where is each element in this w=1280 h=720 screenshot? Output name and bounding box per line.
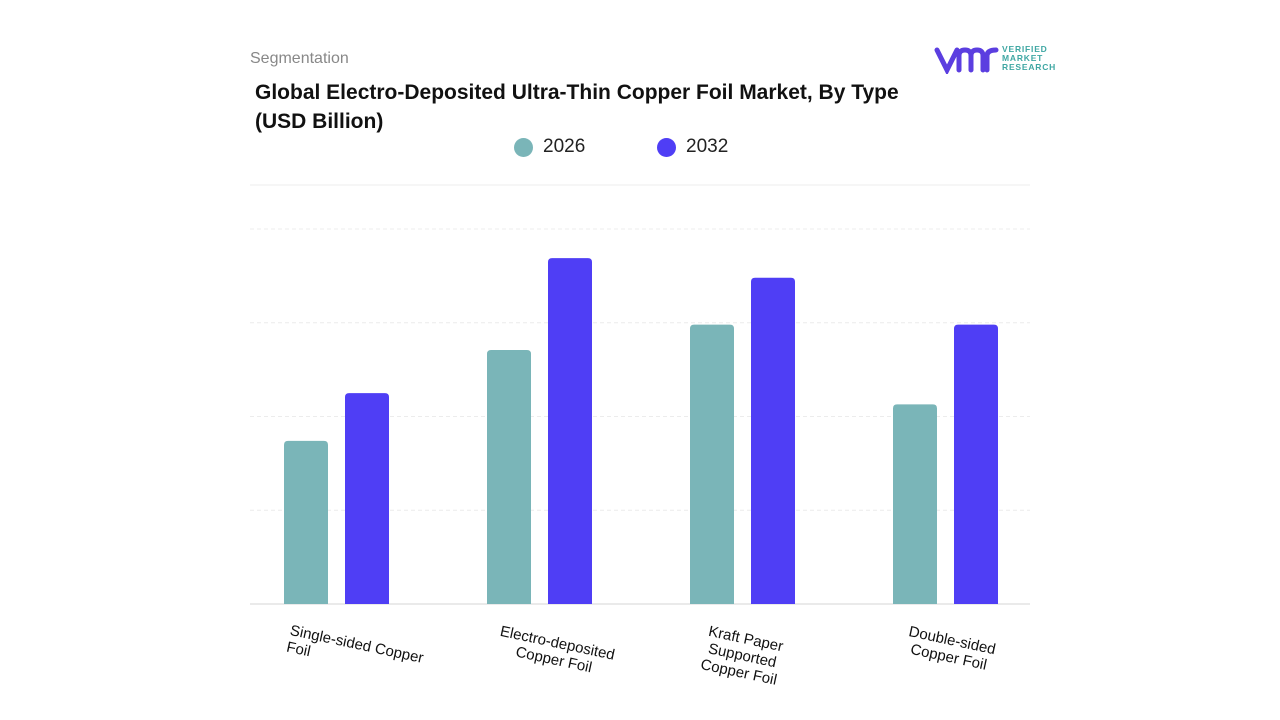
legend-item: 2032 (657, 136, 728, 158)
logo-line: MARKET (1002, 53, 1044, 63)
bar (548, 258, 592, 604)
logo-shape (934, 47, 999, 74)
bar (690, 324, 734, 604)
bar (284, 440, 328, 604)
bar (751, 277, 795, 604)
legend-swatch (514, 137, 533, 157)
legend-label: 2026 (543, 136, 586, 157)
legend-swatch (657, 137, 676, 157)
bar (954, 324, 998, 604)
logo-text: VERIFIED MARKET RESEARCH (1002, 45, 1056, 72)
section-label: Segmentation (250, 50, 349, 67)
bar (345, 393, 389, 604)
logo-line: VERIFIED (1002, 44, 1048, 54)
logo-mark (934, 47, 999, 74)
legend-item: 2026 (514, 136, 585, 158)
chart-title: Global Electro-Deposited Ultra-Thin Copp… (255, 81, 899, 133)
bar (893, 404, 937, 604)
logo-line: RESEARCH (1002, 62, 1057, 72)
bar (487, 349, 531, 604)
legend-label: 2032 (686, 136, 729, 157)
